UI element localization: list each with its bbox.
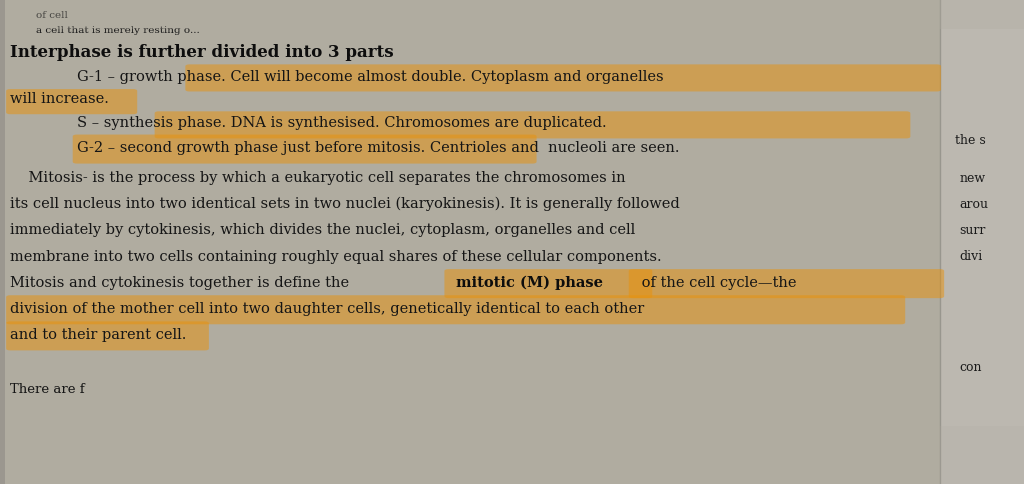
Text: surr: surr	[959, 224, 986, 237]
FancyBboxPatch shape	[73, 135, 537, 164]
FancyBboxPatch shape	[185, 64, 941, 91]
Text: division of the mother cell into two daughter cells, genetically identical to ea: division of the mother cell into two dau…	[10, 302, 644, 316]
Text: of cell: of cell	[36, 11, 68, 20]
Text: G-1 – growth phase. Cell will become almost double. Cytoplasm and organelles: G-1 – growth phase. Cell will become alm…	[77, 71, 664, 84]
FancyBboxPatch shape	[444, 269, 652, 298]
FancyBboxPatch shape	[6, 295, 905, 324]
FancyBboxPatch shape	[155, 111, 910, 138]
FancyBboxPatch shape	[6, 321, 209, 350]
Bar	[940, 0, 1024, 484]
Text: Mitosis and cytokinesis together is define the: Mitosis and cytokinesis together is defi…	[10, 276, 354, 289]
Text: There are f: There are f	[10, 383, 85, 396]
Text: S – synthesis phase. DNA is synthesised. Chromosomes are duplicated.: S – synthesis phase. DNA is synthesised.…	[77, 117, 606, 130]
Text: of the cell cycle—the: of the cell cycle—the	[637, 276, 797, 289]
Text: membrane into two cells containing roughly equal shares of these cellular compon: membrane into two cells containing rough…	[10, 250, 662, 263]
Bar	[0, 426, 1024, 484]
Text: con: con	[959, 362, 982, 374]
Text: new: new	[959, 172, 986, 184]
Text: G-2 – second growth phase just before mitosis. Centrioles and  nucleoli are seen: G-2 – second growth phase just before mi…	[77, 141, 679, 154]
FancyBboxPatch shape	[629, 269, 944, 298]
Text: a cell that is merely resting o...: a cell that is merely resting o...	[36, 26, 200, 34]
Text: Interphase is further divided into 3 parts: Interphase is further divided into 3 par…	[10, 44, 394, 61]
Text: will increase.: will increase.	[10, 92, 110, 106]
Text: mitotic (M) phase: mitotic (M) phase	[456, 275, 603, 290]
Text: and to their parent cell.: and to their parent cell.	[10, 328, 186, 342]
Text: divi: divi	[959, 250, 983, 263]
Text: immediately by cytokinesis, which divides the nuclei, cytoplasm, organelles and : immediately by cytokinesis, which divide…	[10, 224, 636, 237]
Bar	[0, 0, 1024, 29]
Text: Mitosis- is the process by which a eukaryotic cell separates the chromosomes in: Mitosis- is the process by which a eukar…	[10, 171, 626, 185]
Text: arou: arou	[959, 198, 988, 211]
Text: its cell nucleus into two identical sets in two nuclei (karyokinesis). It is gen: its cell nucleus into two identical sets…	[10, 197, 680, 212]
Bar	[0, 0, 5, 484]
Text: the s: the s	[955, 134, 986, 147]
FancyBboxPatch shape	[6, 89, 137, 114]
